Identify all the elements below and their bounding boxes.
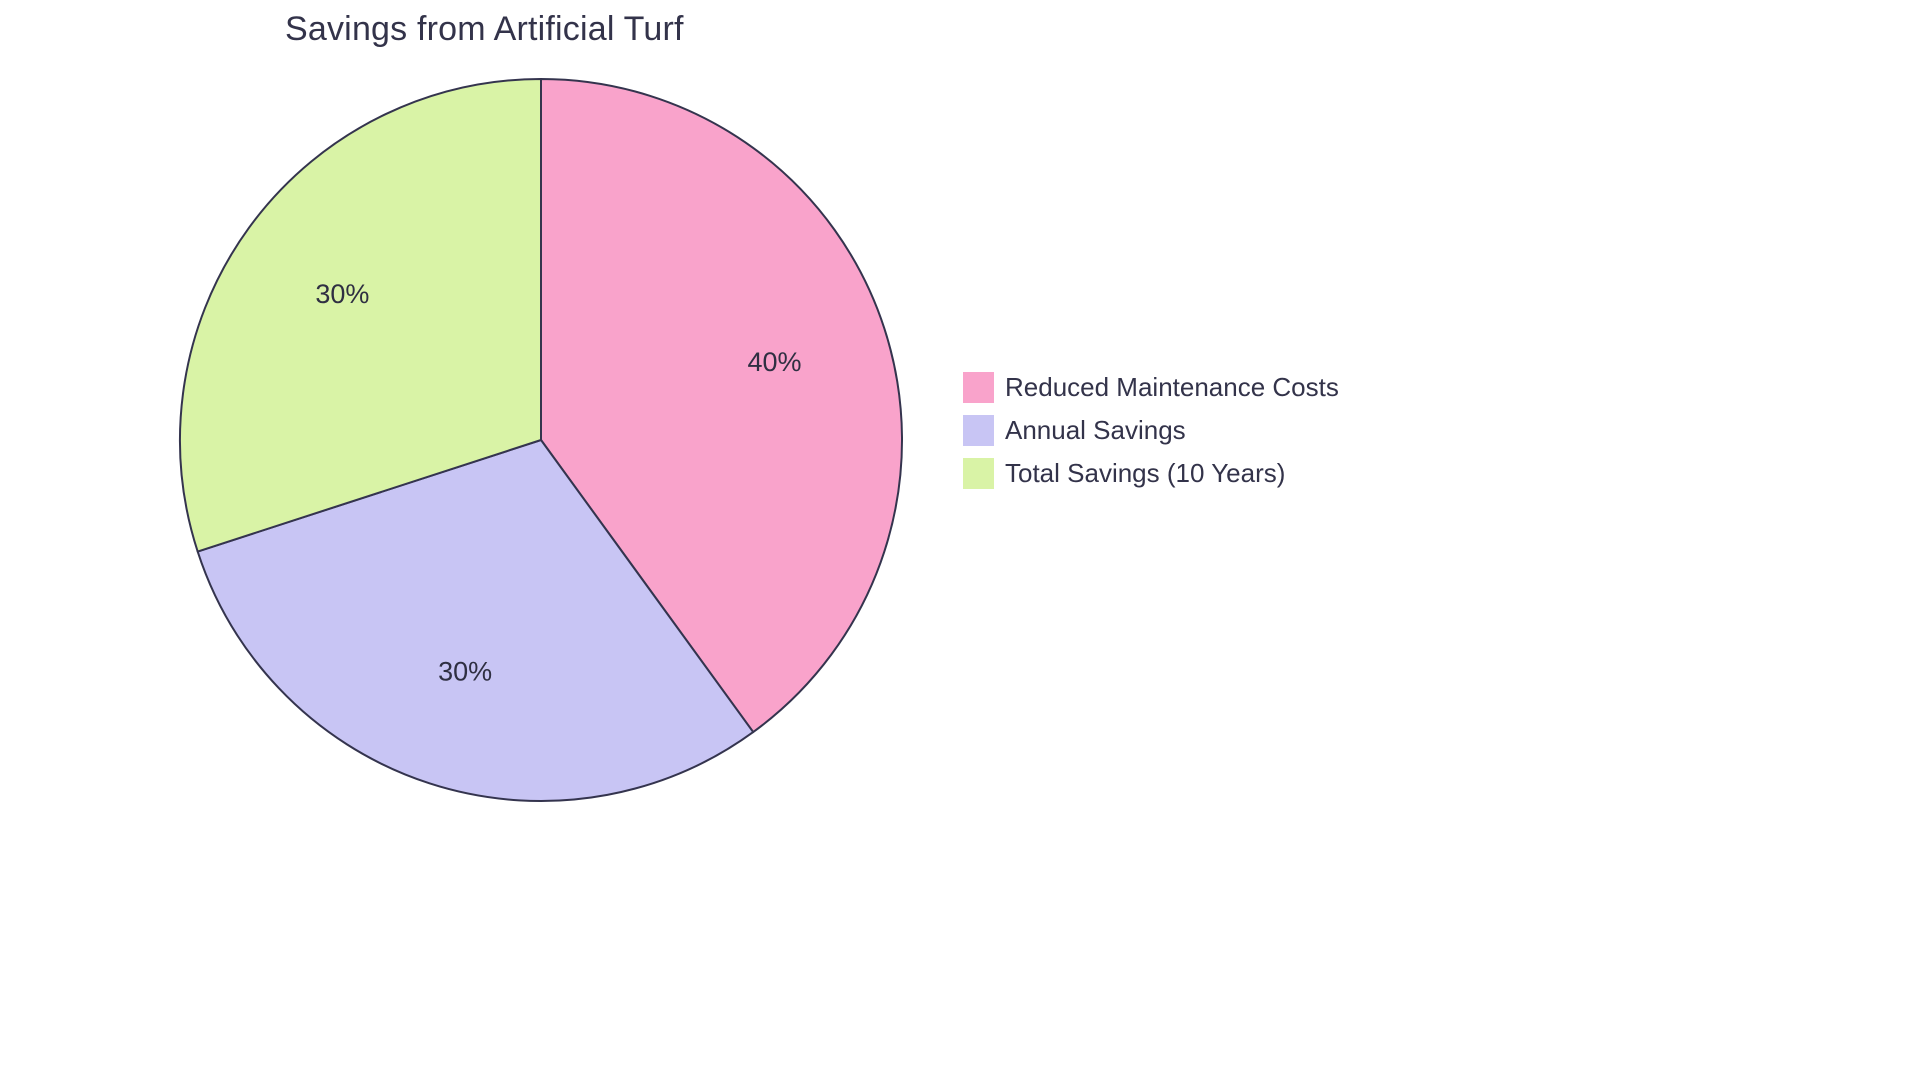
legend-label: Reduced Maintenance Costs	[1005, 372, 1339, 402]
legend-label: Total Savings (10 Years)	[1005, 458, 1286, 488]
chart-title: Savings from Artificial Turf	[285, 10, 684, 48]
legend-swatch-icon	[963, 372, 994, 403]
slice-percent-label-0: 40%	[747, 347, 801, 377]
pie-slice-2	[179, 78, 542, 553]
slice-percent-label-1: 30%	[438, 657, 492, 687]
chart-legend: Reduced Maintenance Costs Annual Savings T…	[963, 372, 1339, 489]
legend-label: Annual Savings	[1005, 415, 1186, 445]
pie-slice-1	[196, 439, 755, 802]
pie-slice-0	[540, 78, 903, 734]
legend-item-1: Annual Savings	[963, 415, 1339, 446]
legend-swatch-icon	[963, 415, 994, 446]
legend-swatch-icon	[963, 458, 994, 489]
slice-percent-label-2: 30%	[315, 279, 369, 309]
legend-item-0: Reduced Maintenance Costs	[963, 372, 1339, 403]
legend-item-2: Total Savings (10 Years)	[963, 458, 1339, 489]
